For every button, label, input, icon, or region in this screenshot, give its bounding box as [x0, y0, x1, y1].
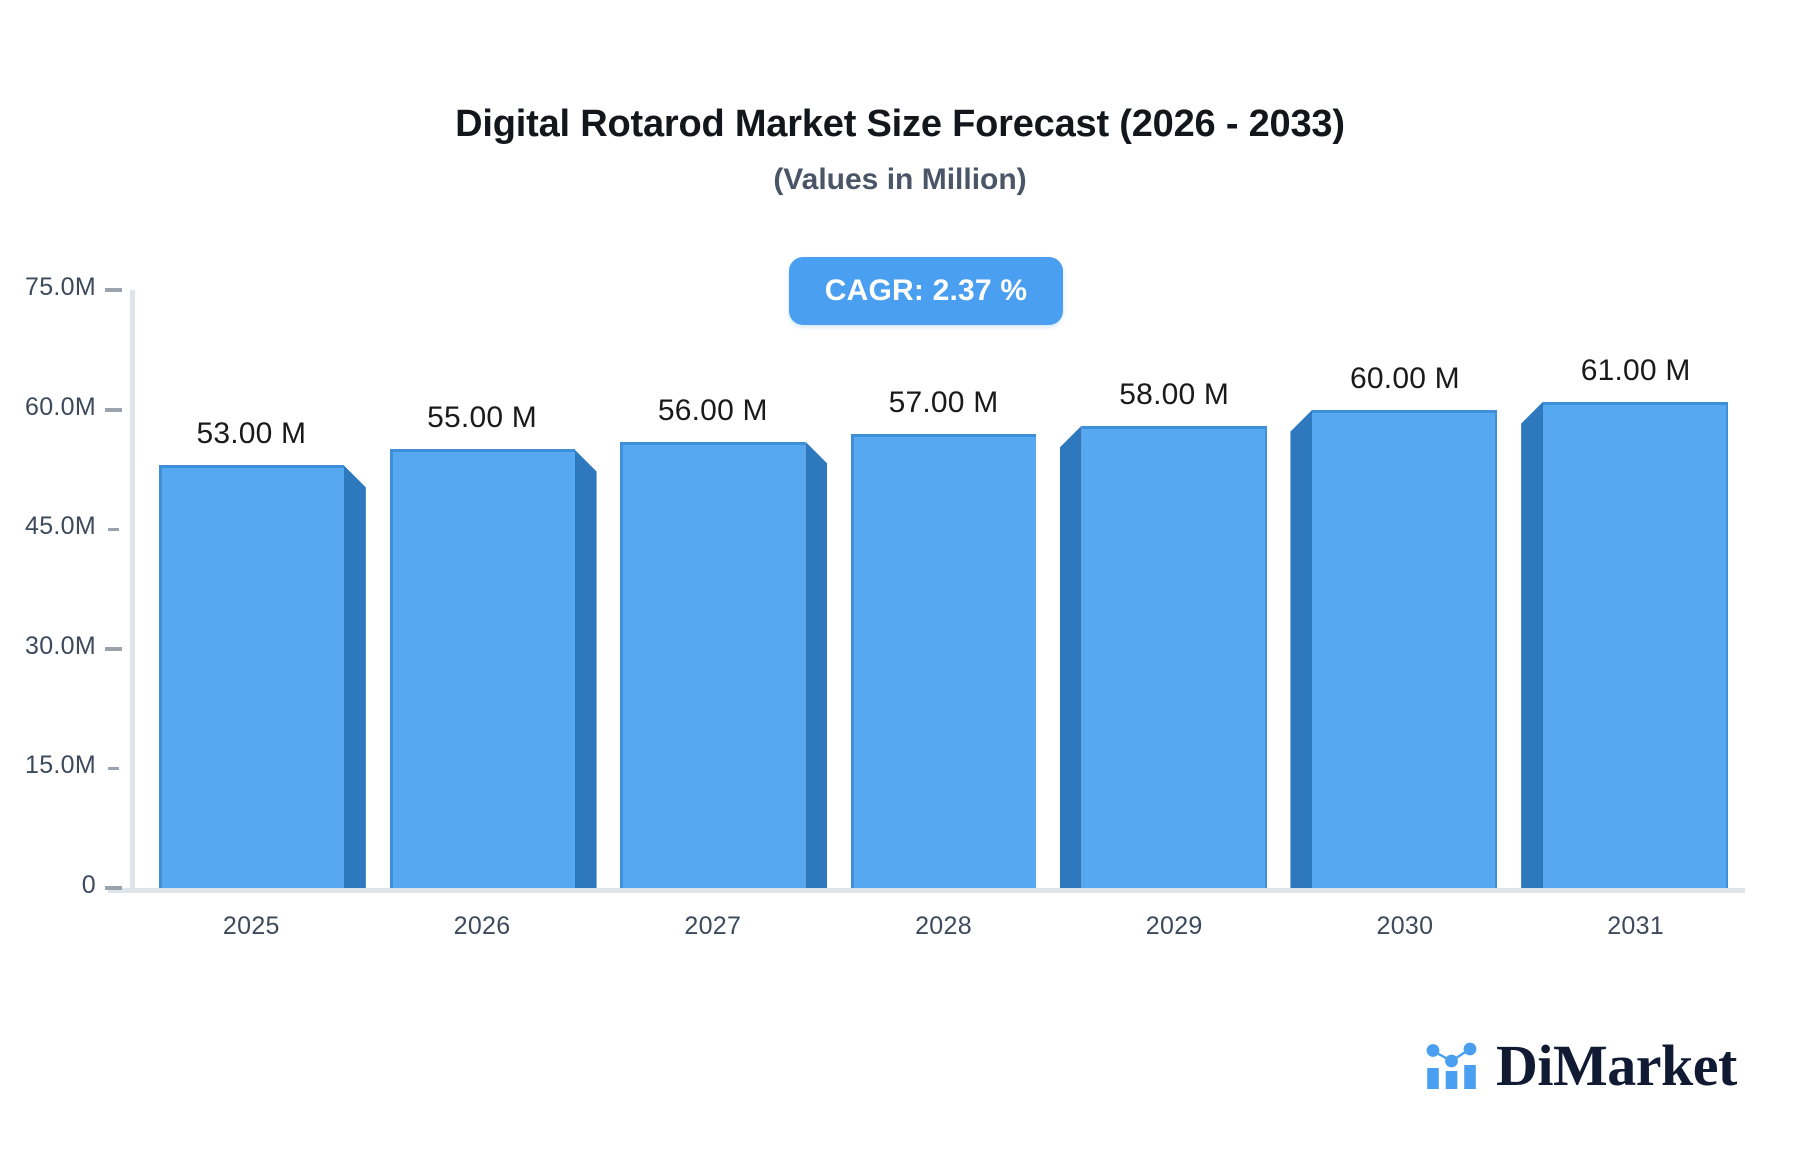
y-tick-label: 60.0M: [25, 392, 96, 421]
y-tick-label: 45.0M: [25, 512, 96, 541]
chart-subtitle: (Values in Million): [773, 162, 1027, 196]
x-tick-label: 2028: [915, 912, 972, 940]
y-tick-mark: [105, 646, 122, 651]
y-tick-label: 0: [81, 871, 96, 899]
y-axis-line: [130, 290, 135, 888]
x-tick-label: 2030: [1376, 912, 1434, 940]
y-tick-label: 75.0M: [25, 273, 96, 301]
x-tick-label: 2026: [453, 912, 511, 940]
bar-side-panel: [805, 441, 828, 888]
bar-value-label: 53.00 M: [196, 417, 307, 451]
bar-value-label: 57.00 M: [888, 385, 999, 419]
bar-value-label: 60.00 M: [1350, 361, 1460, 395]
bar-side-panel: [1521, 401, 1544, 888]
dimarket-logo: DiMarket: [1424, 1037, 1737, 1095]
y-tick-mark: [105, 288, 122, 292]
y-tick-mark: [105, 886, 122, 890]
x-axis-line: [108, 888, 1745, 893]
bar-side-panel: [1059, 425, 1082, 888]
x-tick-label: 2027: [684, 912, 742, 940]
y-tick-label: 15.0M: [25, 751, 96, 780]
bar[interactable]: 58.00 M: [1059, 378, 1267, 888]
x-tick-label: 2029: [1145, 912, 1203, 940]
y-tick-mark: [108, 767, 119, 771]
y-tick-label: 30.0M: [25, 631, 96, 660]
bar[interactable]: 53.00 M: [158, 417, 366, 888]
x-tick-label: 2025: [222, 912, 280, 940]
y-tick-mark: [108, 528, 119, 532]
bar-front-face: [851, 433, 1036, 888]
bar-front-face: [158, 465, 344, 888]
y-tick-mark: [105, 407, 122, 412]
bar[interactable]: 55.00 M: [389, 401, 597, 888]
bar[interactable]: 56.00 M: [620, 394, 828, 888]
title-block: Digital Rotarod Market Size Forecast (20…: [0, 103, 1800, 196]
cagr-badge: CAGR: 2.37 %: [789, 257, 1063, 325]
bar[interactable]: 61.00 M: [1521, 354, 1729, 888]
bar-value-label: 58.00 M: [1119, 377, 1230, 411]
x-tick-label: 2031: [1607, 912, 1665, 940]
bar-front-face: [1081, 425, 1267, 888]
bar-side-panel: [574, 449, 597, 888]
bar[interactable]: 60.00 M: [1290, 362, 1498, 888]
bar-front-face: [620, 441, 806, 888]
bar-value-label: 61.00 M: [1580, 353, 1691, 387]
bar-front-face: [1312, 409, 1498, 888]
bar[interactable]: 57.00 M: [851, 386, 1036, 888]
bar-value-label: 56.00 M: [657, 393, 768, 427]
bar-value-label: 55.00 M: [427, 401, 537, 435]
bar-chart-trend-icon: [1424, 1038, 1480, 1095]
bar-side-panel: [343, 465, 366, 888]
plot-area: 0 15.0M 30.0M 45.0M 60.0M 75.0M 53.00 M 55.00 …: [25, 273, 1745, 940]
logo-wordmark: DiMarket: [1496, 1033, 1737, 1098]
bar-front-face: [389, 449, 575, 888]
bar-front-face: [1543, 401, 1729, 888]
bar-side-panel: [1290, 409, 1313, 888]
chart-title: Digital Rotarod Market Size Forecast (20…: [455, 103, 1345, 145]
